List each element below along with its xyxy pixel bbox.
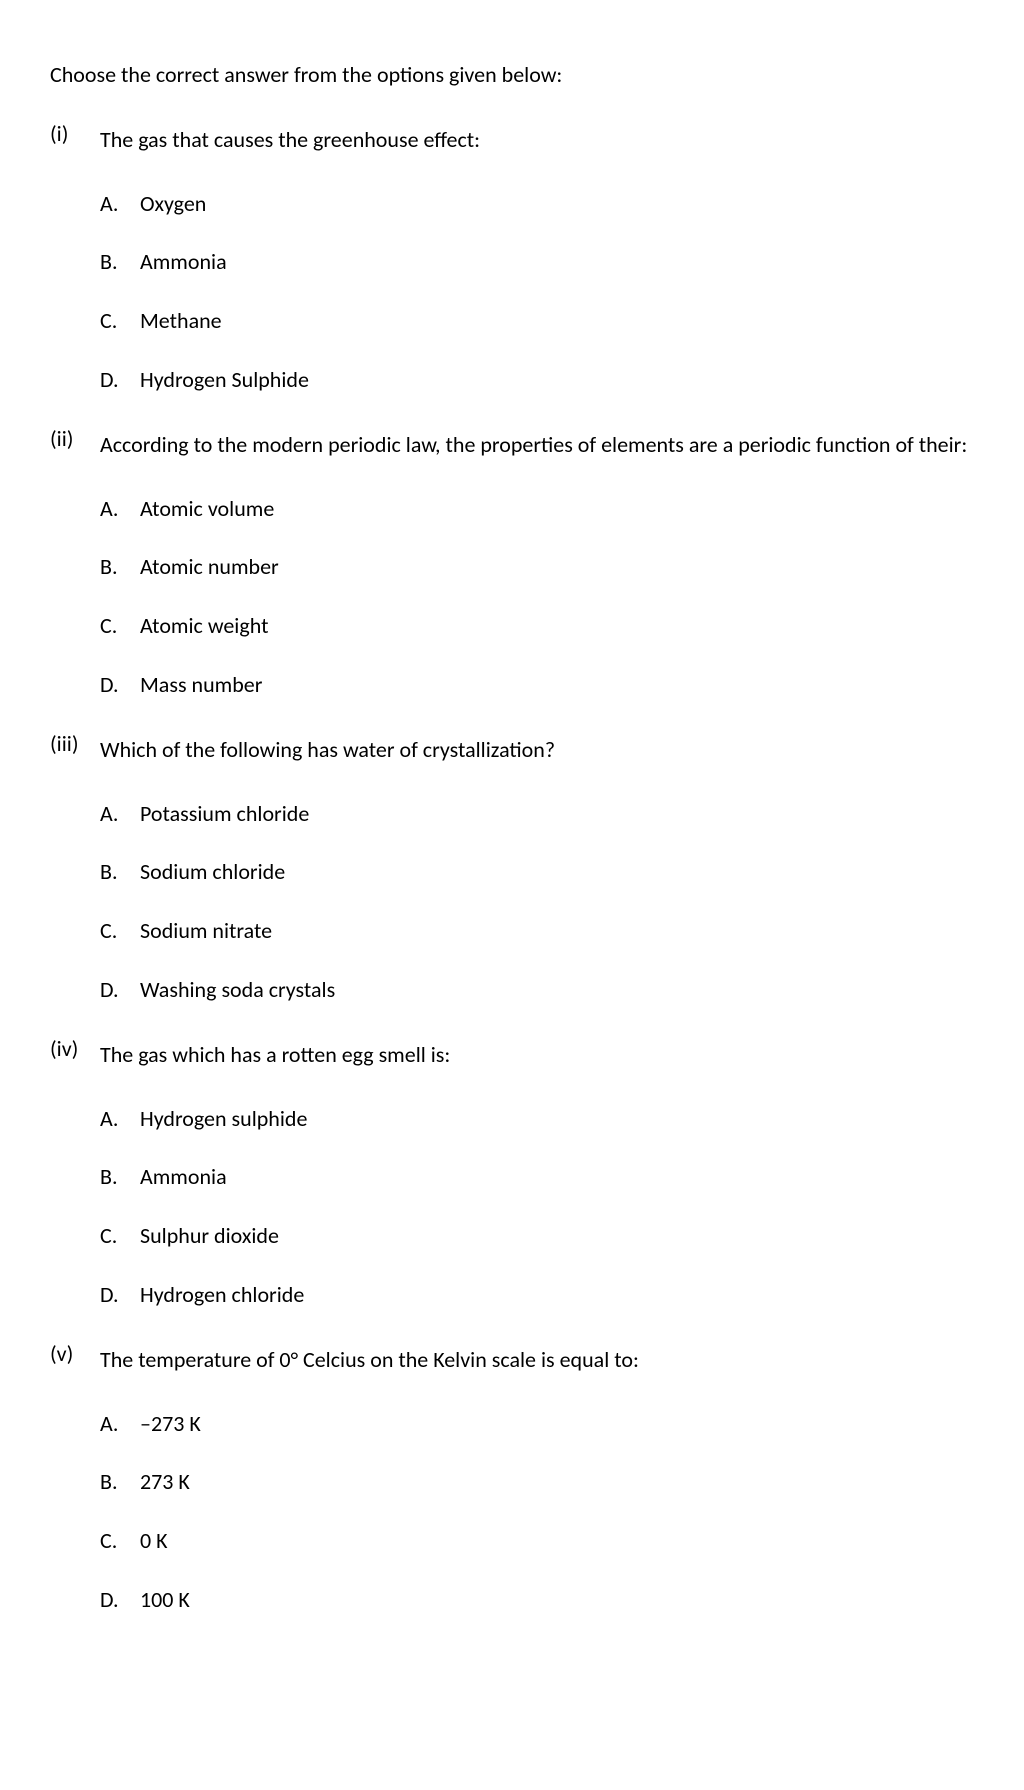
option-row: D.Hydrogen Sulphide	[100, 365, 974, 396]
option-text: Atomic volume	[140, 494, 974, 525]
option-text: –273 K	[140, 1409, 974, 1440]
question-text: According to the modern periodic law, th…	[100, 424, 974, 466]
question-block: (iv)The gas which has a rotten egg smell…	[50, 1034, 974, 1311]
option-letter: A.	[100, 1104, 140, 1135]
option-text: 273 K	[140, 1467, 974, 1498]
question-block: (i)The gas that causes the greenhouse ef…	[50, 119, 974, 396]
option-letter: C.	[100, 306, 140, 337]
option-row: C.Atomic weight	[100, 611, 974, 642]
options-list: A.Potassium chlorideB.Sodium chlorideC.S…	[100, 799, 974, 1006]
option-letter: A.	[100, 1409, 140, 1440]
option-text: Oxygen	[140, 189, 974, 220]
option-row: B.273 K	[100, 1467, 974, 1498]
option-letter: D.	[100, 365, 140, 396]
option-letter: A.	[100, 799, 140, 830]
option-row: A.Oxygen	[100, 189, 974, 220]
option-letter: B.	[100, 247, 140, 278]
question-marker: (v)	[50, 1339, 100, 1370]
question-marker: (i)	[50, 119, 100, 150]
options-list: A.Atomic volumeB.Atomic numberC.Atomic w…	[100, 494, 974, 701]
option-letter: D.	[100, 1280, 140, 1311]
options-list: A.Hydrogen sulphideB.AmmoniaC.Sulphur di…	[100, 1104, 974, 1311]
option-letter: A.	[100, 189, 140, 220]
option-letter: B.	[100, 552, 140, 583]
option-letter: A.	[100, 494, 140, 525]
question-marker: (iv)	[50, 1034, 100, 1065]
option-row: B.Sodium chloride	[100, 857, 974, 888]
option-text: Ammonia	[140, 1162, 974, 1193]
option-row: B.Atomic number	[100, 552, 974, 583]
option-row: B.Ammonia	[100, 247, 974, 278]
option-text: Atomic weight	[140, 611, 974, 642]
option-text: Sulphur dioxide	[140, 1221, 974, 1252]
question-row: (ii)According to the modern periodic law…	[50, 424, 974, 466]
option-letter: C.	[100, 611, 140, 642]
question-row: (i)The gas that causes the greenhouse ef…	[50, 119, 974, 161]
option-text: Washing soda crystals	[140, 975, 974, 1006]
option-text: Hydrogen chloride	[140, 1280, 974, 1311]
option-row: B.Ammonia	[100, 1162, 974, 1193]
question-text: The gas which has a rotten egg smell is:	[100, 1034, 974, 1076]
question-block: (iii)Which of the following has water of…	[50, 729, 974, 1006]
options-list: A.OxygenB.AmmoniaC.MethaneD.Hydrogen Sul…	[100, 189, 974, 396]
question-row: (iii)Which of the following has water of…	[50, 729, 974, 771]
question-text: Which of the following has water of crys…	[100, 729, 974, 771]
option-row: C.Sulphur dioxide	[100, 1221, 974, 1252]
options-list: A.–273 KB.273 KC.0 KD.100 K	[100, 1409, 974, 1616]
option-row: A.Atomic volume	[100, 494, 974, 525]
instruction-text: Choose the correct answer from the optio…	[50, 60, 974, 91]
option-letter: B.	[100, 1467, 140, 1498]
option-row: D.Hydrogen chloride	[100, 1280, 974, 1311]
option-text: 100 K	[140, 1585, 974, 1616]
option-row: A.Potassium chloride	[100, 799, 974, 830]
question-row: (iv)The gas which has a rotten egg smell…	[50, 1034, 974, 1076]
option-row: A.Hydrogen sulphide	[100, 1104, 974, 1135]
option-text: Atomic number	[140, 552, 974, 583]
option-row: D.Mass number	[100, 670, 974, 701]
question-text: The gas that causes the greenhouse effec…	[100, 119, 974, 161]
option-row: D.100 K	[100, 1585, 974, 1616]
option-letter: B.	[100, 857, 140, 888]
option-letter: D.	[100, 670, 140, 701]
option-letter: D.	[100, 1585, 140, 1616]
option-text: Sodium chloride	[140, 857, 974, 888]
option-row: A.–273 K	[100, 1409, 974, 1440]
question-text: The temperature of 0° Celcius on the Kel…	[100, 1339, 974, 1381]
questions-container: (i)The gas that causes the greenhouse ef…	[50, 119, 974, 1616]
option-row: C.0 K	[100, 1526, 974, 1557]
option-row: C.Methane	[100, 306, 974, 337]
question-marker: (ii)	[50, 424, 100, 455]
option-text: Ammonia	[140, 247, 974, 278]
option-text: Mass number	[140, 670, 974, 701]
option-text: Sodium nitrate	[140, 916, 974, 947]
option-letter: B.	[100, 1162, 140, 1193]
option-row: D.Washing soda crystals	[100, 975, 974, 1006]
option-letter: D.	[100, 975, 140, 1006]
option-letter: C.	[100, 1221, 140, 1252]
option-text: Methane	[140, 306, 974, 337]
question-block: (ii)According to the modern periodic law…	[50, 424, 974, 701]
option-row: C.Sodium nitrate	[100, 916, 974, 947]
question-marker: (iii)	[50, 729, 100, 760]
option-text: 0 K	[140, 1526, 974, 1557]
question-block: (v)The temperature of 0° Celcius on the …	[50, 1339, 974, 1616]
option-text: Hydrogen Sulphide	[140, 365, 974, 396]
option-text: Hydrogen sulphide	[140, 1104, 974, 1135]
option-letter: C.	[100, 1526, 140, 1557]
question-row: (v)The temperature of 0° Celcius on the …	[50, 1339, 974, 1381]
option-letter: C.	[100, 916, 140, 947]
option-text: Potassium chloride	[140, 799, 974, 830]
